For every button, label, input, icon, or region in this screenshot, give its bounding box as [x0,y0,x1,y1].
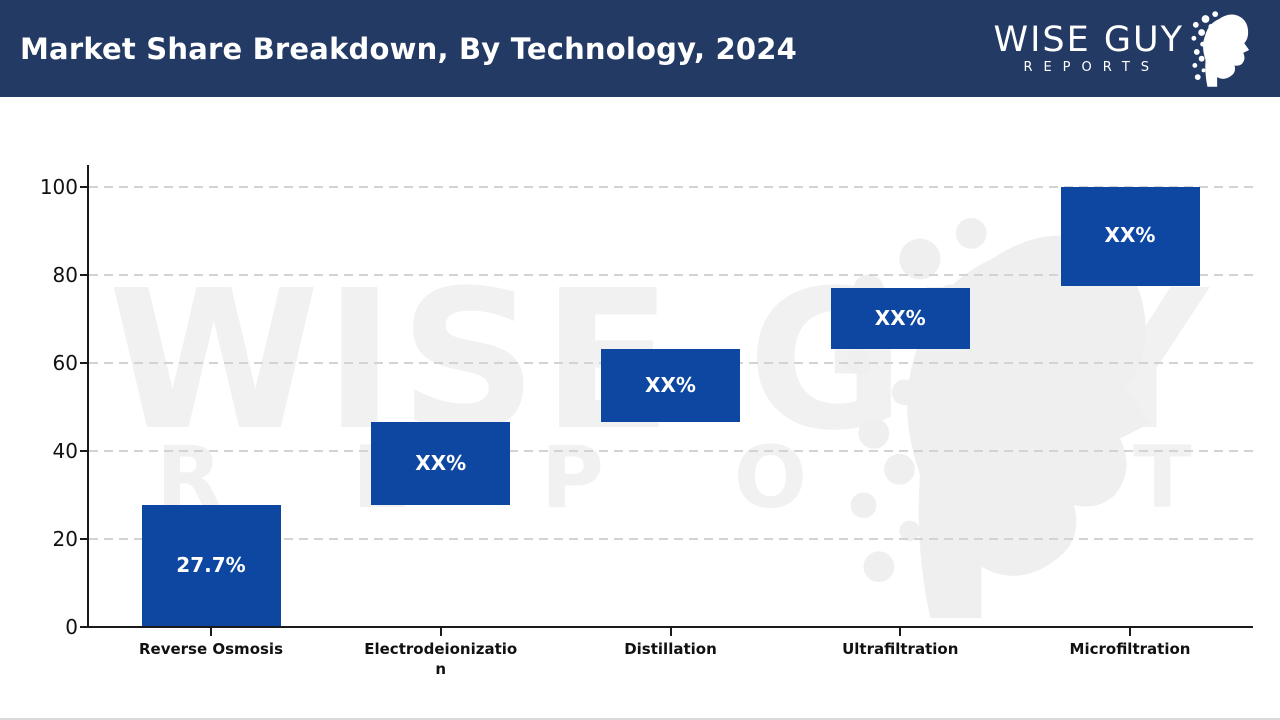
logo-wordmark-main: WISE GUY [993,20,1184,60]
gridline [89,185,1253,188]
y-tick-mark [80,185,88,188]
bar-value-label: XX% [874,305,926,330]
x-tick-mark [899,628,902,636]
bar-value-label: XX% [645,372,696,397]
x-category-label: Reverse Osmosis [138,640,283,658]
x-axis-line [87,626,1253,628]
x-category-label: Electrodeionizatio n [364,640,518,678]
header-bar: Market Share Breakdown, By Technology, 2… [0,0,1280,97]
bar-value-label: XX% [415,450,467,475]
brand-logo: WISE GUY REPORTS [993,10,1252,87]
x-tick-mark [669,628,672,636]
x-category-label: Microfiltration [1069,640,1191,658]
y-tick-label: 0 [65,615,78,639]
bar-microfiltration [1060,186,1200,286]
y-tick-label: 60 [52,350,78,375]
y-axis-line [87,165,89,628]
page-title: Market Share Breakdown, By Technology, 2… [20,31,798,66]
gridline [89,273,1253,276]
bar-value-label: 27.7% [176,552,246,577]
x-tick-mark [439,628,442,636]
bar-ultrafiltration [830,287,970,350]
y-tick-mark [80,361,88,364]
bar-distillation [601,349,740,423]
y-tick-label: 80 [52,262,78,287]
y-tick-label: 40 [52,438,78,463]
bar-electrodeionization [371,422,511,505]
logo-wordmark: WISE GUY REPORTS [993,22,1184,75]
logo-wordmark-sub: REPORTS [1023,60,1161,75]
y-tick-mark [80,273,88,276]
y-tick-mark [80,537,88,540]
y-tick-mark [80,626,88,628]
bar-reverse-osmosis [141,504,281,627]
x-category-label: Ultrafiltration [842,640,959,658]
x-category-label: Distillation [624,640,717,658]
gridline [89,537,1253,540]
bar-value-label: XX% [1104,223,1156,248]
x-tick-mark [1129,628,1131,636]
y-tick-mark [80,449,88,452]
x-tick-mark [210,628,212,636]
logo-head-icon [1191,10,1250,87]
y-tick-label: 20 [52,526,78,551]
gridline [89,449,1253,452]
y-tick-label: 100 [39,174,78,199]
